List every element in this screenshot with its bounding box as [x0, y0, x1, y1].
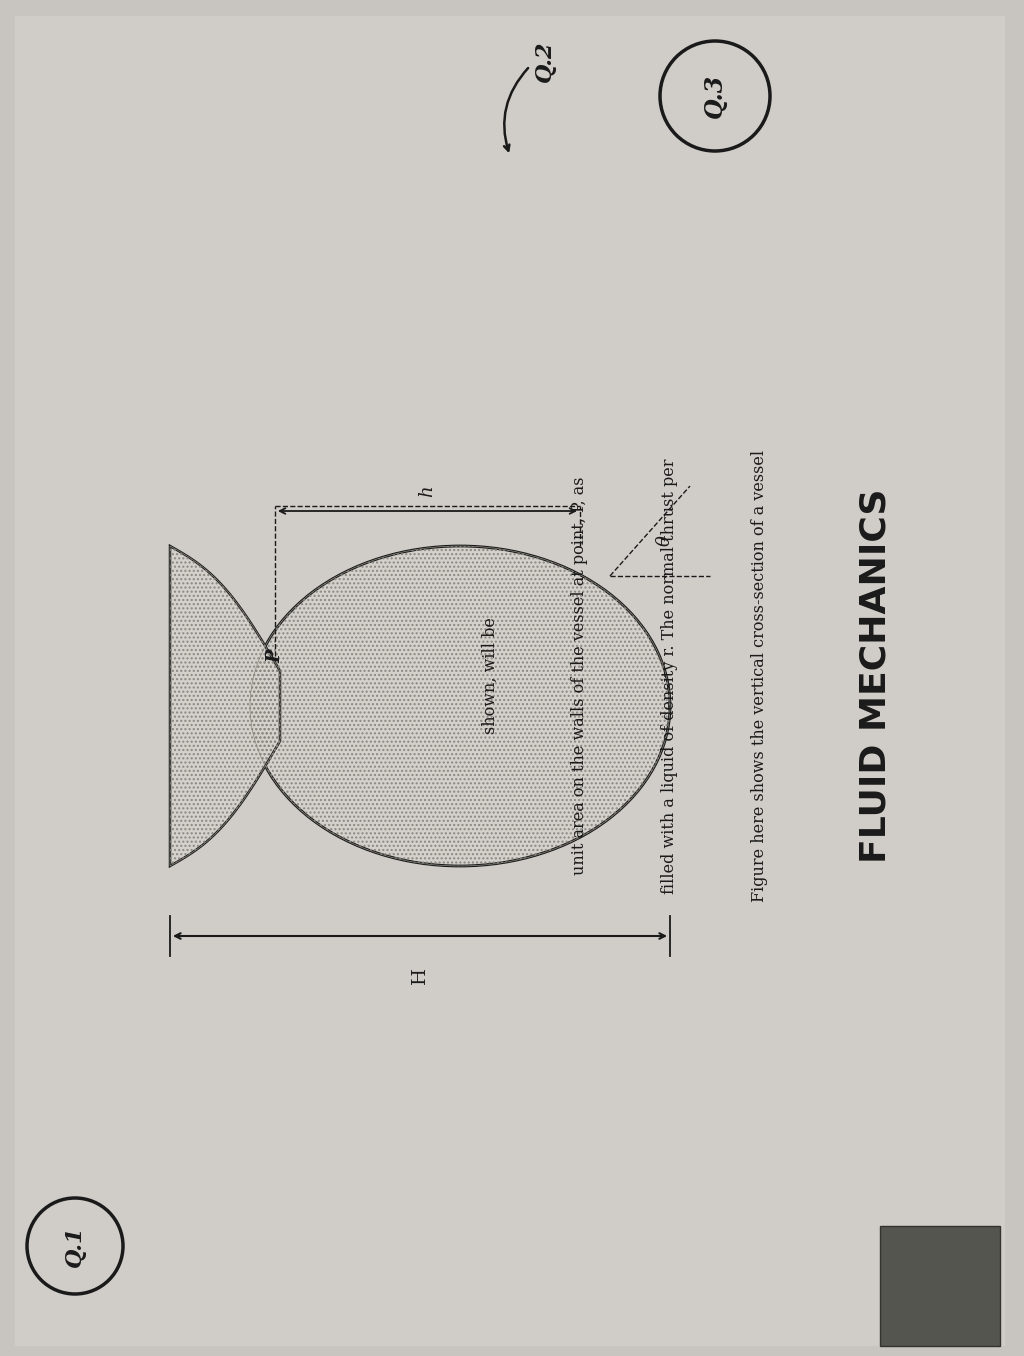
Text: filled with a liquid of density r. The normal thrust per: filled with a liquid of density r. The n… [662, 458, 679, 894]
Text: unit area on the walls of the vessel at point, P, as: unit area on the walls of the vessel at … [571, 477, 589, 875]
Ellipse shape [250, 546, 670, 866]
Bar [880, 1226, 1000, 1347]
Text: Q.1: Q.1 [63, 1226, 86, 1267]
Text: θ: θ [656, 536, 674, 546]
Text: H: H [411, 967, 429, 984]
Text: FLUID MECHANICS: FLUID MECHANICS [858, 488, 892, 864]
Text: P: P [266, 650, 284, 663]
Text: Q.2: Q.2 [534, 41, 556, 81]
Polygon shape [170, 546, 280, 866]
Text: Figure here shows the vertical cross-section of a vessel: Figure here shows the vertical cross-sec… [752, 450, 768, 902]
Text: h: h [419, 485, 436, 496]
Text: Q.3: Q.3 [703, 73, 727, 118]
Text: shown, will be: shown, will be [481, 617, 499, 735]
